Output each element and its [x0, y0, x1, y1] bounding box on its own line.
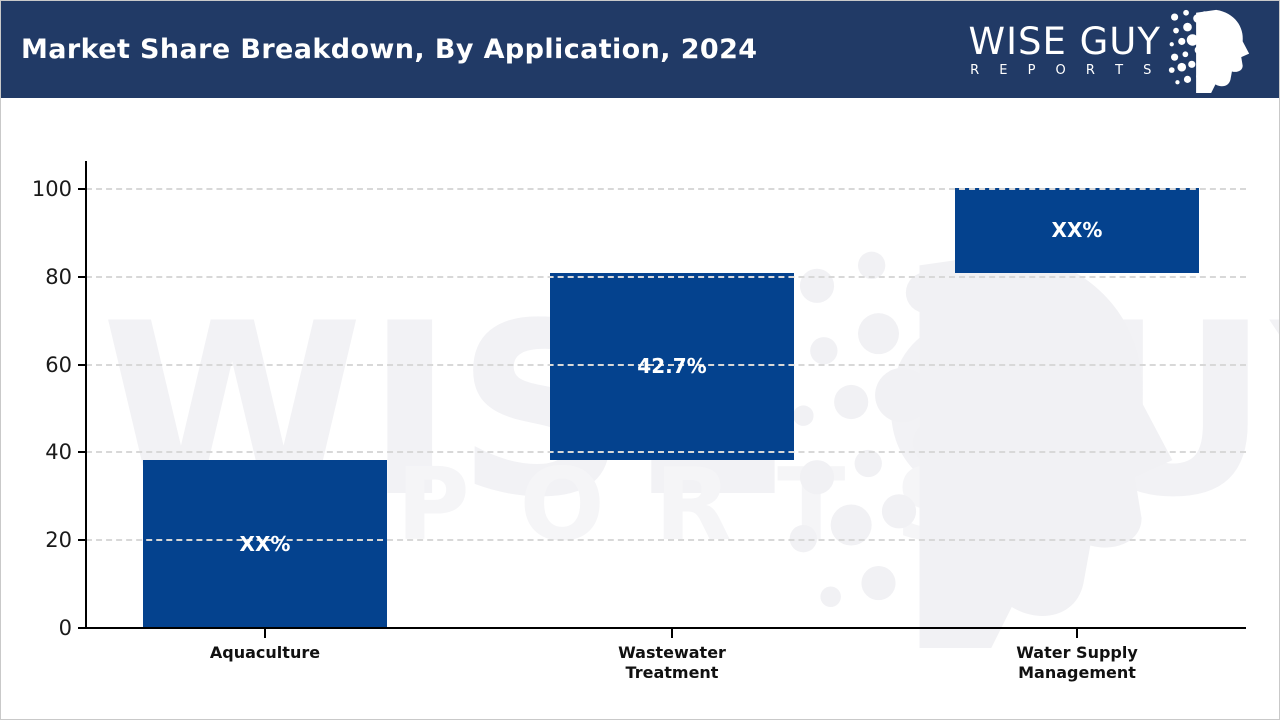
- y-tick-label-100: 100: [31, 177, 72, 201]
- category-label-2: Water Supply Management: [1016, 643, 1138, 683]
- y-tick-label-40: 40: [45, 440, 72, 465]
- x-tick-2: [1076, 629, 1078, 638]
- y-tick-label-60: 60: [45, 352, 72, 377]
- bar-1: [550, 272, 794, 461]
- watermark-face-icon: [789, 251, 1173, 648]
- bar-0: [143, 460, 387, 627]
- logo-wordmark: WISE GUY: [968, 19, 1161, 63]
- gridline-40: [86, 451, 1246, 454]
- y-tick-label-20: 20: [45, 528, 72, 553]
- y-tick-60: [78, 363, 86, 366]
- chart-title: Market Share Breakdown, By Application, …: [21, 34, 758, 65]
- chart-plot-area: WISE GUY REPORTS 020406080100XX%42.7%XX%…: [1, 98, 1279, 719]
- y-tick-80: [78, 275, 86, 278]
- y-tick-20: [78, 539, 86, 542]
- bar-value-label-0: XX%: [239, 531, 291, 556]
- y-tick-0: [78, 627, 86, 629]
- logo-face-icon: [1168, 9, 1250, 93]
- bar-value-label-1: 42.7%: [637, 354, 707, 379]
- x-axis-line: [85, 627, 1246, 629]
- gridline-100: [86, 188, 1246, 190]
- y-axis-line: [85, 161, 87, 629]
- y-tick-40: [78, 451, 86, 454]
- gridline-80: [86, 275, 1246, 278]
- header-bar: Market Share Breakdown, By Application, …: [1, 1, 1279, 98]
- gridline-20: [86, 539, 1246, 542]
- category-label-0: Aquaculture: [209, 643, 321, 662]
- x-tick-0: [264, 629, 266, 638]
- logo-text: WISE GUY R E P O R T S: [969, 23, 1161, 77]
- bar-value-label-2: XX%: [1051, 218, 1103, 243]
- wise-guy-reports-logo: WISE GUY R E P O R T S: [969, 7, 1255, 93]
- y-tick-100: [78, 188, 86, 190]
- logo-subtitle: R E P O R T S: [970, 62, 1160, 78]
- y-tick-label-80: 80: [45, 264, 72, 289]
- y-tick-label-0: 0: [58, 616, 72, 640]
- category-label-1: Wastewater Treatment: [618, 643, 726, 683]
- gridline-60: [86, 363, 1246, 366]
- x-tick-1: [671, 629, 673, 638]
